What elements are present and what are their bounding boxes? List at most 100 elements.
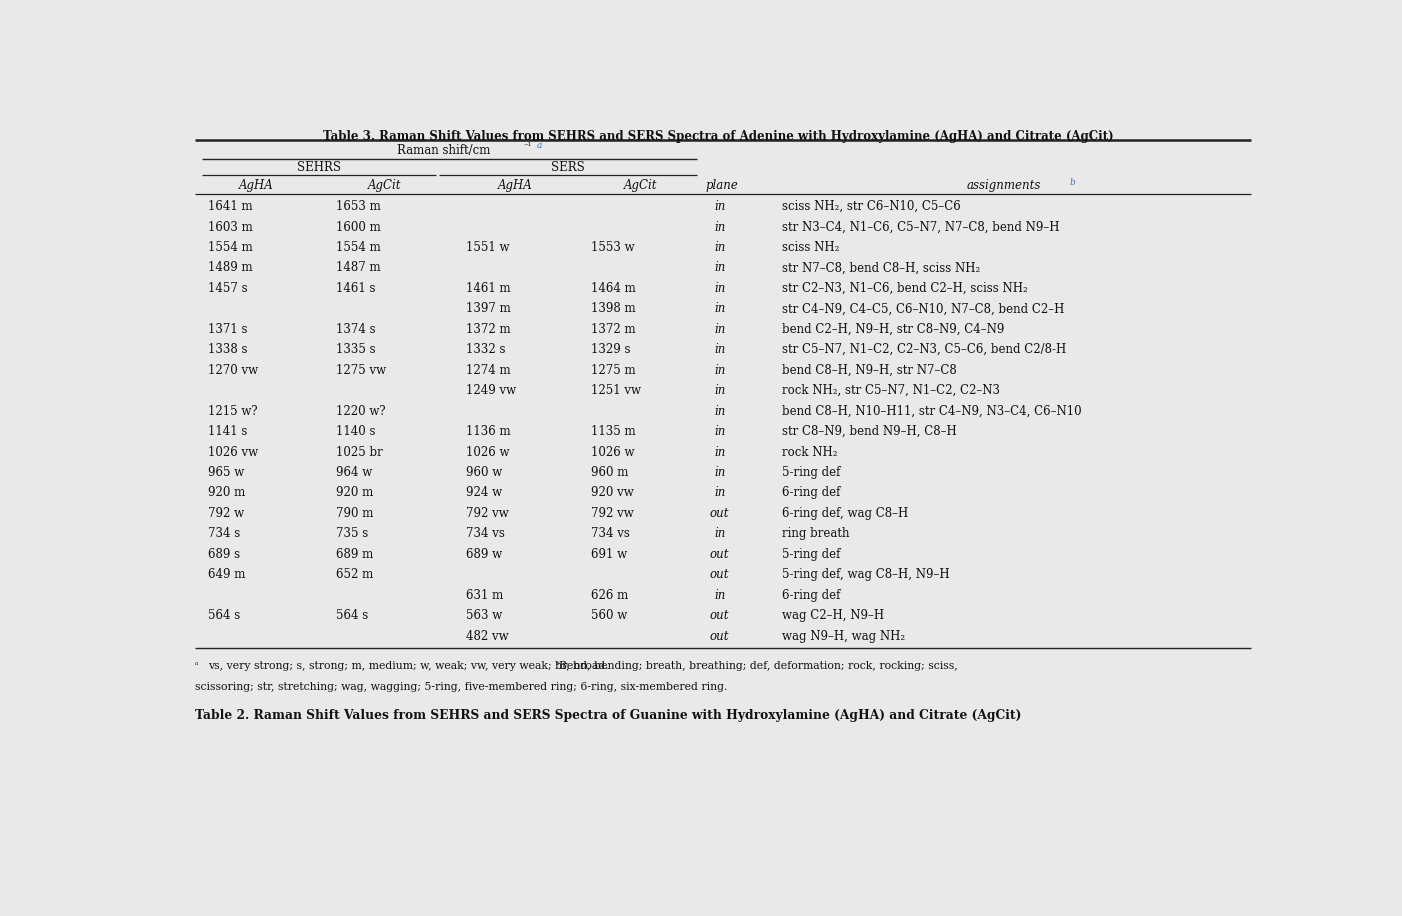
Text: 735 s: 735 s xyxy=(336,528,369,540)
Text: plane: plane xyxy=(705,179,739,191)
Text: 965 w: 965 w xyxy=(207,466,244,479)
Text: 1371 s: 1371 s xyxy=(207,322,247,336)
Text: 631 m: 631 m xyxy=(467,589,503,602)
Text: 626 m: 626 m xyxy=(592,589,628,602)
Text: out: out xyxy=(709,507,729,520)
Text: str C2–N3, N1–C6, bend C2–H, sciss NH₂: str C2–N3, N1–C6, bend C2–H, sciss NH₂ xyxy=(781,282,1028,295)
Text: ᵇ: ᵇ xyxy=(554,661,559,671)
Text: str C8–N9, bend N9–H, C8–H: str C8–N9, bend N9–H, C8–H xyxy=(781,425,956,438)
Text: AgCit: AgCit xyxy=(369,179,402,191)
Text: in: in xyxy=(714,589,725,602)
Text: 5-ring def: 5-ring def xyxy=(781,548,840,561)
Text: 560 w: 560 w xyxy=(592,609,628,622)
Text: 689 w: 689 w xyxy=(467,548,502,561)
Text: 734 vs: 734 vs xyxy=(592,528,631,540)
Text: rock NH₂: rock NH₂ xyxy=(781,445,837,459)
Text: in: in xyxy=(714,282,725,295)
Text: 1140 s: 1140 s xyxy=(336,425,376,438)
Text: 790 m: 790 m xyxy=(336,507,373,520)
Text: str N7–C8, bend C8–H, sciss NH₂: str N7–C8, bend C8–H, sciss NH₂ xyxy=(781,261,980,275)
Text: in: in xyxy=(714,466,725,479)
Text: 689 m: 689 m xyxy=(336,548,373,561)
Text: 924 w: 924 w xyxy=(467,486,502,499)
Text: 1220 w?: 1220 w? xyxy=(336,405,386,418)
Text: 1653 m: 1653 m xyxy=(336,200,381,213)
Text: bend C8–H, N9–H, str N7–C8: bend C8–H, N9–H, str N7–C8 xyxy=(781,364,956,376)
Text: in: in xyxy=(714,528,725,540)
Text: 1026 vw: 1026 vw xyxy=(207,445,258,459)
Text: 734 s: 734 s xyxy=(207,528,240,540)
Text: 1461 m: 1461 m xyxy=(467,282,512,295)
Text: 1551 w: 1551 w xyxy=(467,241,510,254)
Text: vs, very strong; s, strong; m, medium; w, weak; vw, very weak; br, broad.: vs, very strong; s, strong; m, medium; w… xyxy=(207,661,608,671)
Text: 1374 s: 1374 s xyxy=(336,322,376,336)
Text: 6-ring def: 6-ring def xyxy=(781,486,840,499)
Text: SEHRS: SEHRS xyxy=(297,161,341,174)
Text: 1338 s: 1338 s xyxy=(207,344,247,356)
Text: wag C2–H, N9–H: wag C2–H, N9–H xyxy=(781,609,883,622)
Text: 1461 s: 1461 s xyxy=(336,282,376,295)
Text: 1270 vw: 1270 vw xyxy=(207,364,258,376)
Text: 1603 m: 1603 m xyxy=(207,221,252,234)
Text: 920 vw: 920 vw xyxy=(592,486,634,499)
Text: out: out xyxy=(709,568,729,582)
Text: 1641 m: 1641 m xyxy=(207,200,252,213)
Text: 1135 m: 1135 m xyxy=(592,425,637,438)
Text: in: in xyxy=(714,221,725,234)
Text: 1335 s: 1335 s xyxy=(336,344,376,356)
Text: ⁻¹: ⁻¹ xyxy=(523,142,531,151)
Text: 792 vw: 792 vw xyxy=(592,507,634,520)
Text: 1457 s: 1457 s xyxy=(207,282,248,295)
Text: 734 vs: 734 vs xyxy=(467,528,505,540)
Text: str N3–C4, N1–C6, C5–N7, N7–C8, bend N9–H: str N3–C4, N1–C6, C5–N7, N7–C8, bend N9–… xyxy=(781,221,1059,234)
Text: AgCit: AgCit xyxy=(624,179,658,191)
Text: out: out xyxy=(709,548,729,561)
Text: 691 w: 691 w xyxy=(592,548,628,561)
Text: in: in xyxy=(714,445,725,459)
Text: 920 m: 920 m xyxy=(207,486,245,499)
Text: ᵃ: ᵃ xyxy=(195,661,198,671)
Text: sciss NH₂: sciss NH₂ xyxy=(781,241,838,254)
Text: in: in xyxy=(714,425,725,438)
Text: out: out xyxy=(709,609,729,622)
Text: 1464 m: 1464 m xyxy=(592,282,637,295)
Text: 1600 m: 1600 m xyxy=(336,221,381,234)
Text: 1275 m: 1275 m xyxy=(592,364,637,376)
Text: 1372 m: 1372 m xyxy=(592,322,637,336)
Text: 1372 m: 1372 m xyxy=(467,322,512,336)
Text: 1489 m: 1489 m xyxy=(207,261,252,275)
Text: 649 m: 649 m xyxy=(207,568,245,582)
Text: 1329 s: 1329 s xyxy=(592,344,631,356)
Text: 1215 w?: 1215 w? xyxy=(207,405,258,418)
Text: assignments: assignments xyxy=(967,179,1042,191)
Text: str C4–N9, C4–C5, C6–N10, N7–C8, bend C2–H: str C4–N9, C4–C5, C6–N10, N7–C8, bend C2… xyxy=(781,302,1064,315)
Text: in: in xyxy=(714,405,725,418)
Text: 1025 br: 1025 br xyxy=(336,445,383,459)
Text: 1141 s: 1141 s xyxy=(207,425,247,438)
Text: 652 m: 652 m xyxy=(336,568,373,582)
Text: 1136 m: 1136 m xyxy=(467,425,512,438)
Text: AgHA: AgHA xyxy=(498,179,533,191)
Text: 564 s: 564 s xyxy=(336,609,369,622)
Text: 1026 w: 1026 w xyxy=(592,445,635,459)
Text: 482 vw: 482 vw xyxy=(467,629,509,643)
Text: 564 s: 564 s xyxy=(207,609,240,622)
Text: 1397 m: 1397 m xyxy=(467,302,512,315)
Text: 6-ring def, wag C8–H: 6-ring def, wag C8–H xyxy=(781,507,907,520)
Text: 1554 m: 1554 m xyxy=(207,241,252,254)
Text: 1026 w: 1026 w xyxy=(467,445,510,459)
Text: a: a xyxy=(537,141,543,150)
Text: Raman shift/cm: Raman shift/cm xyxy=(398,145,491,158)
Text: 1487 m: 1487 m xyxy=(336,261,381,275)
Text: 5-ring def: 5-ring def xyxy=(781,466,840,479)
Text: 1398 m: 1398 m xyxy=(592,302,637,315)
Text: in: in xyxy=(714,322,725,336)
Text: 6-ring def: 6-ring def xyxy=(781,589,840,602)
Text: 920 m: 920 m xyxy=(336,486,373,499)
Text: 960 m: 960 m xyxy=(592,466,628,479)
Text: 792 w: 792 w xyxy=(207,507,244,520)
Text: Table 3. Raman Shift Values from SEHRS and SERS Spectra of Adenine with Hydroxyl: Table 3. Raman Shift Values from SEHRS a… xyxy=(324,130,1113,143)
Text: ring breath: ring breath xyxy=(781,528,850,540)
Text: sciss NH₂, str C6–N10, C5–C6: sciss NH₂, str C6–N10, C5–C6 xyxy=(781,200,960,213)
Text: 1554 m: 1554 m xyxy=(336,241,381,254)
